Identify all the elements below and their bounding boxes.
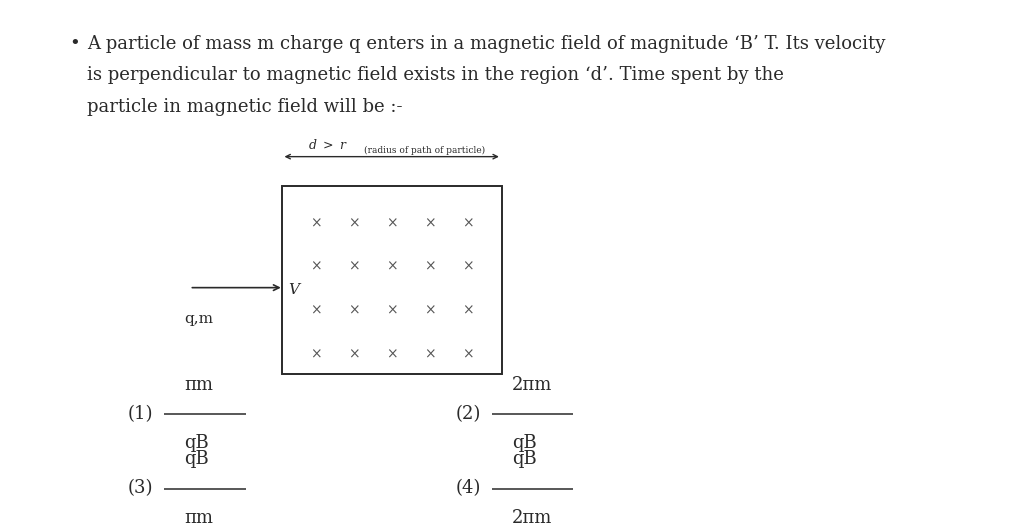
Text: ×: × bbox=[310, 216, 322, 230]
Text: ×: × bbox=[386, 216, 397, 230]
Text: ×: × bbox=[386, 348, 397, 362]
Text: ×: × bbox=[424, 260, 435, 274]
Text: (2): (2) bbox=[456, 405, 481, 423]
Text: (1): (1) bbox=[128, 405, 154, 423]
Text: ×: × bbox=[310, 260, 322, 274]
Text: ×: × bbox=[348, 304, 359, 318]
Text: qB: qB bbox=[512, 434, 537, 452]
Text: 2πm: 2πm bbox=[512, 376, 552, 394]
Text: qB: qB bbox=[184, 450, 209, 468]
Bar bbox=[282, 186, 502, 374]
Text: ×: × bbox=[462, 260, 473, 274]
Text: d $>$ r: d $>$ r bbox=[308, 139, 348, 152]
Text: πm: πm bbox=[184, 509, 213, 527]
Text: (radius of path of particle): (radius of path of particle) bbox=[365, 146, 485, 155]
Text: ×: × bbox=[424, 216, 435, 230]
Text: A particle of mass m charge q enters in a magnetic field of magnitude ‘B’ T. Its: A particle of mass m charge q enters in … bbox=[87, 35, 886, 53]
Text: (3): (3) bbox=[128, 479, 154, 498]
Text: particle in magnetic field will be :-: particle in magnetic field will be :- bbox=[87, 98, 402, 116]
Text: ×: × bbox=[424, 304, 435, 318]
Text: qB: qB bbox=[184, 434, 209, 452]
Text: ×: × bbox=[386, 260, 397, 274]
Text: •: • bbox=[70, 35, 80, 53]
Text: ×: × bbox=[462, 304, 473, 318]
Text: ×: × bbox=[348, 216, 359, 230]
Text: ×: × bbox=[462, 216, 473, 230]
Text: πm: πm bbox=[184, 376, 213, 394]
Text: (4): (4) bbox=[456, 479, 481, 498]
Text: qB: qB bbox=[512, 450, 537, 468]
Text: ×: × bbox=[462, 348, 473, 362]
Text: 2πm: 2πm bbox=[512, 509, 552, 527]
Text: ×: × bbox=[424, 348, 435, 362]
Text: ×: × bbox=[310, 348, 322, 362]
Text: q,m: q,m bbox=[184, 312, 213, 326]
Text: ×: × bbox=[348, 260, 359, 274]
Text: ×: × bbox=[348, 348, 359, 362]
Text: V: V bbox=[288, 284, 299, 297]
Text: ×: × bbox=[386, 304, 397, 318]
Text: is perpendicular to magnetic field exists in the region ‘d’. Time spent by the: is perpendicular to magnetic field exist… bbox=[87, 66, 784, 84]
Text: ×: × bbox=[310, 304, 322, 318]
